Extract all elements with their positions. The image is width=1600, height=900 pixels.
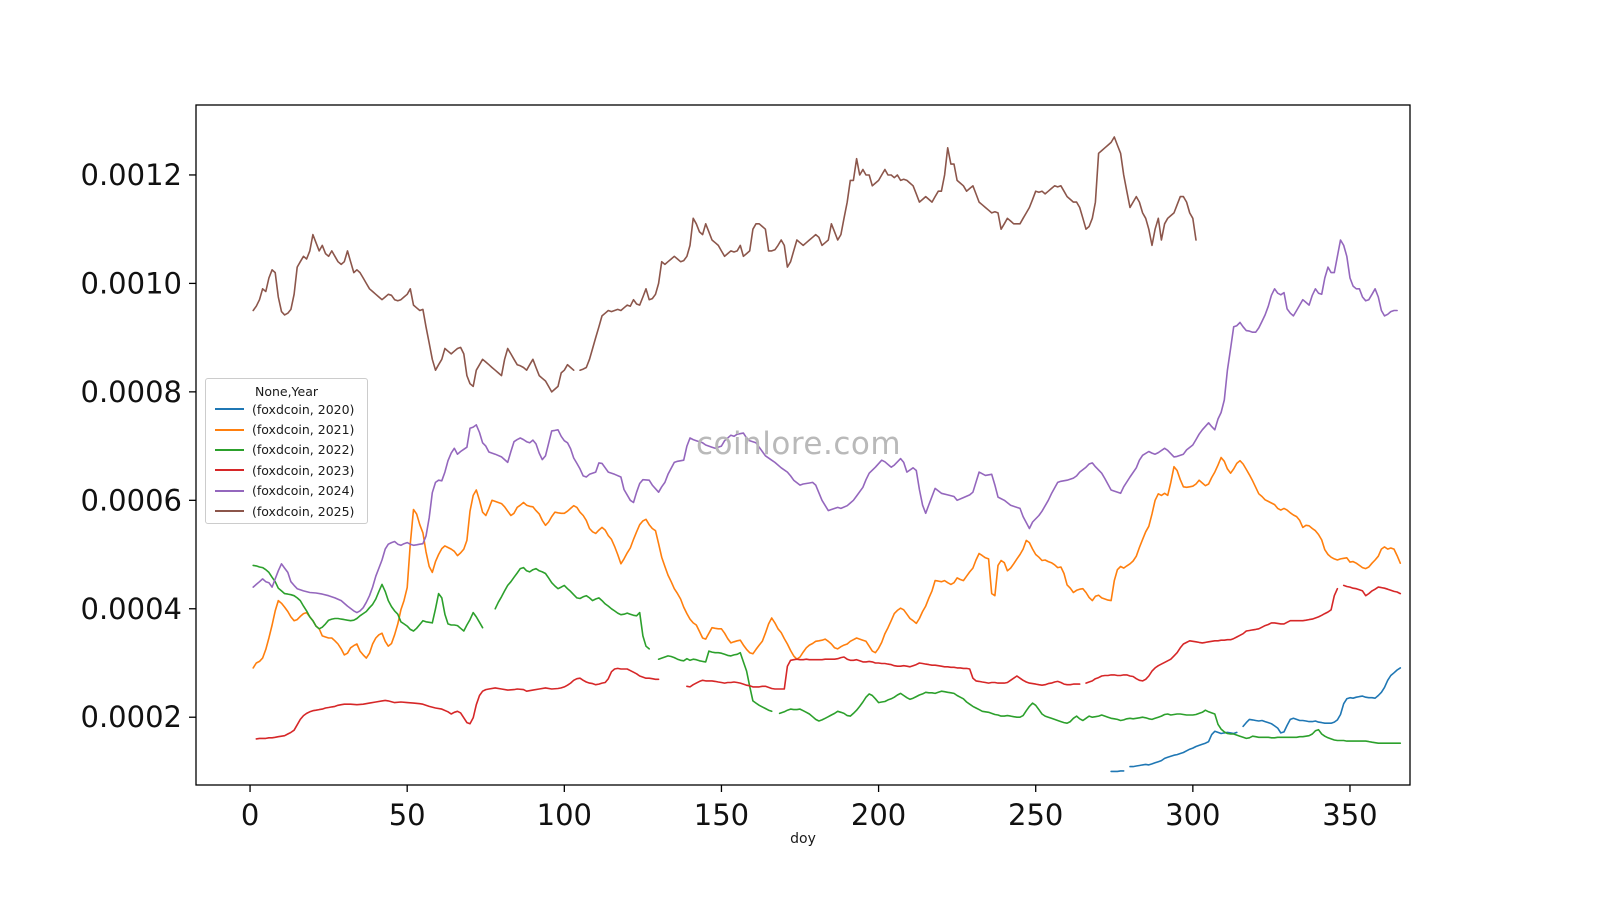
series-2020: [1110, 667, 1402, 773]
legend-item-2025: (foxdcoin, 2025): [206, 501, 367, 521]
y-tick-label: 0.0010: [81, 266, 182, 300]
y-tick-label: 0.0006: [81, 483, 182, 517]
legend-line-swatch-2022: [215, 448, 244, 451]
x-tick-label: 0: [241, 798, 259, 832]
legend-item-2021: (foxdcoin, 2021): [206, 419, 367, 439]
x-tick-label: 150: [694, 798, 749, 832]
x-tick-label: 350: [1322, 798, 1377, 832]
x-tick-label: 300: [1165, 798, 1220, 832]
legend-item-2020: (foxdcoin, 2020): [206, 399, 367, 419]
x-tick-label: 50: [389, 798, 426, 832]
plot-frame: [195, 104, 1411, 786]
series-2023: [255, 584, 1402, 740]
y-tick-label: 0.0012: [81, 158, 182, 192]
series-2022: [252, 564, 1402, 744]
legend-item-label: (foxdcoin, 2022): [252, 442, 355, 458]
series-2025: [252, 136, 1197, 393]
x-tick-label: 200: [851, 798, 906, 832]
series-2021: [252, 456, 1402, 669]
x-tick-label: 250: [1008, 798, 1063, 832]
legend-line-swatch-2025: [215, 510, 244, 513]
legend-item-label: (foxdcoin, 2021): [252, 422, 355, 438]
legend-line-swatch-2020: [215, 408, 244, 411]
legend-item-2023: (foxdcoin, 2023): [206, 460, 367, 480]
watermark: coinlore.com: [696, 426, 902, 462]
x-axis-label: doy: [790, 831, 816, 847]
legend-item-label: (foxdcoin, 2020): [252, 401, 355, 417]
series-2024: [252, 239, 1398, 614]
legend-line-swatch-2024: [215, 489, 244, 492]
y-tick-label: 0.0004: [81, 592, 182, 626]
legend-item-label: (foxdcoin, 2023): [252, 462, 355, 478]
y-tick-label: 0.0002: [81, 700, 182, 734]
x-tick-label: 100: [537, 798, 592, 832]
y-tick-label: 0.0008: [81, 375, 182, 409]
legend: None,Year (foxdcoin, 2020) (foxdcoin, 20…: [205, 378, 368, 524]
legend-title: None,Year: [254, 384, 319, 399]
legend-item-2024: (foxdcoin, 2024): [206, 481, 367, 501]
legend-line-swatch-2023: [215, 469, 244, 472]
legend-item-label: (foxdcoin, 2025): [252, 503, 355, 519]
legend-item-label: (foxdcoin, 2024): [252, 483, 355, 499]
legend-line-swatch-2021: [215, 428, 244, 431]
legend-item-2022: (foxdcoin, 2022): [206, 440, 367, 460]
